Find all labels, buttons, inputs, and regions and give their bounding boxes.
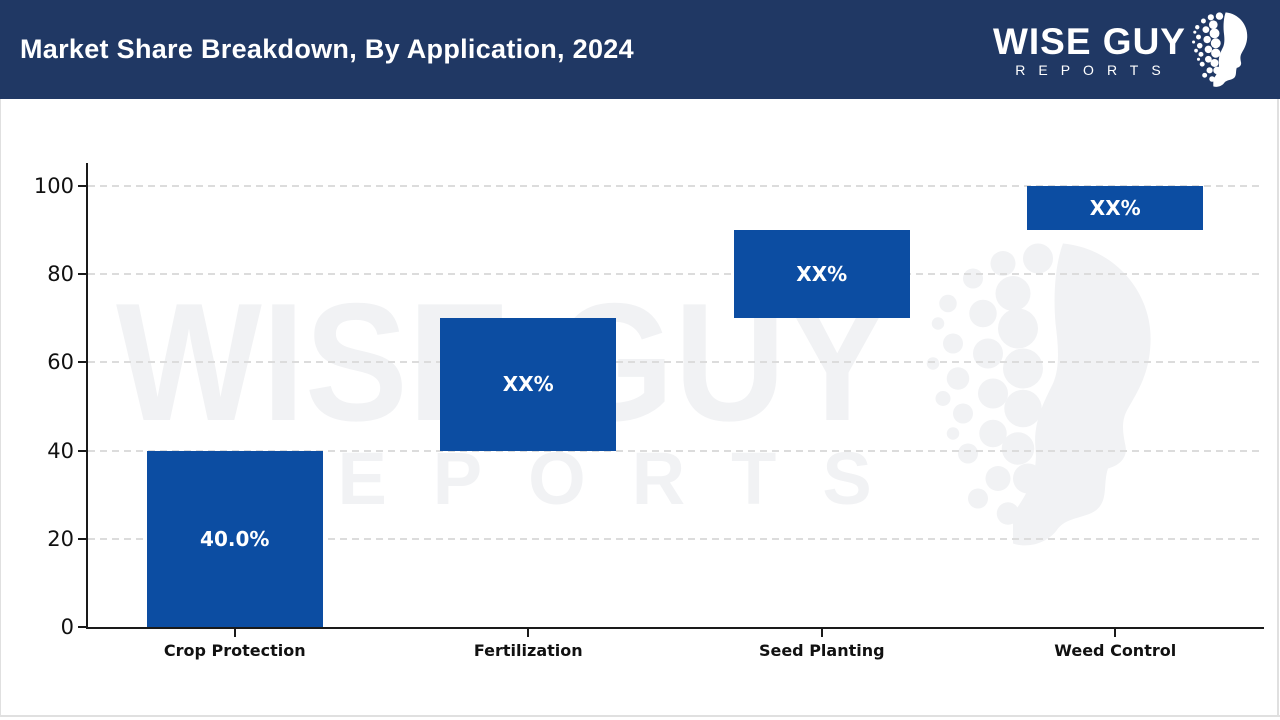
y-tick-label-60: 60 bbox=[47, 350, 74, 375]
y-tick-label-100: 100 bbox=[33, 174, 74, 198]
x-category-label: Fertilization bbox=[473, 641, 583, 660]
x-tick-3 bbox=[820, 629, 823, 637]
page-border-bottom bbox=[0, 715, 1280, 717]
bar-value-label: 40.0% bbox=[200, 526, 270, 551]
y-tick-60 bbox=[78, 361, 87, 364]
x-tick-4 bbox=[1114, 629, 1117, 637]
gridline-40 bbox=[88, 449, 1262, 452]
logo-line2: REPORTS bbox=[1015, 61, 1174, 78]
wise-guy-logo: WISE GUY REPORTS bbox=[993, 6, 1254, 94]
y-axis bbox=[86, 163, 88, 629]
y-tick-40 bbox=[78, 449, 87, 452]
page-border-right bbox=[1277, 99, 1279, 716]
waterfall-bar-3: XX% bbox=[733, 230, 910, 319]
x-tick-2 bbox=[527, 629, 530, 637]
logo-line1: WISE GUY bbox=[992, 20, 1186, 62]
bar-value-label: XX% bbox=[796, 262, 848, 287]
logo-wordmark: WISE GUY REPORTS bbox=[993, 23, 1186, 77]
head-silhouette-icon bbox=[1180, 6, 1254, 94]
x-category-label: Crop Protection bbox=[163, 641, 306, 660]
page-border-left bbox=[0, 99, 1, 716]
bar-value-label: XX% bbox=[1089, 196, 1141, 221]
y-tick-label-20: 20 bbox=[47, 526, 74, 551]
gridline-20 bbox=[88, 537, 1262, 540]
y-tick-80 bbox=[78, 273, 87, 276]
x-category-label: Weed Control bbox=[1054, 641, 1177, 660]
y-tick-label-40: 40 bbox=[47, 438, 74, 463]
waterfall-bar-4: XX% bbox=[1027, 186, 1204, 231]
page-title: Market Share Breakdown, By Application, … bbox=[20, 34, 634, 64]
y-tick-label-0: 0 bbox=[60, 615, 74, 639]
gridline-60 bbox=[88, 361, 1262, 364]
x-tick-1 bbox=[233, 629, 236, 637]
x-axis bbox=[86, 627, 1264, 629]
x-category-label: Seed Planting bbox=[758, 641, 885, 660]
header: Market Share Breakdown, By Application, … bbox=[0, 0, 1280, 99]
gridline-80 bbox=[88, 273, 1262, 276]
y-tick-0 bbox=[78, 626, 87, 628]
y-tick-100 bbox=[78, 185, 87, 187]
y-tick-20 bbox=[78, 537, 87, 540]
waterfall-bar-1: 40.0% bbox=[146, 450, 323, 627]
y-tick-label-80: 80 bbox=[47, 262, 74, 287]
bar-value-label: XX% bbox=[502, 372, 554, 397]
waterfall-bar-2: XX% bbox=[440, 318, 617, 451]
gridline-100 bbox=[88, 185, 1262, 187]
